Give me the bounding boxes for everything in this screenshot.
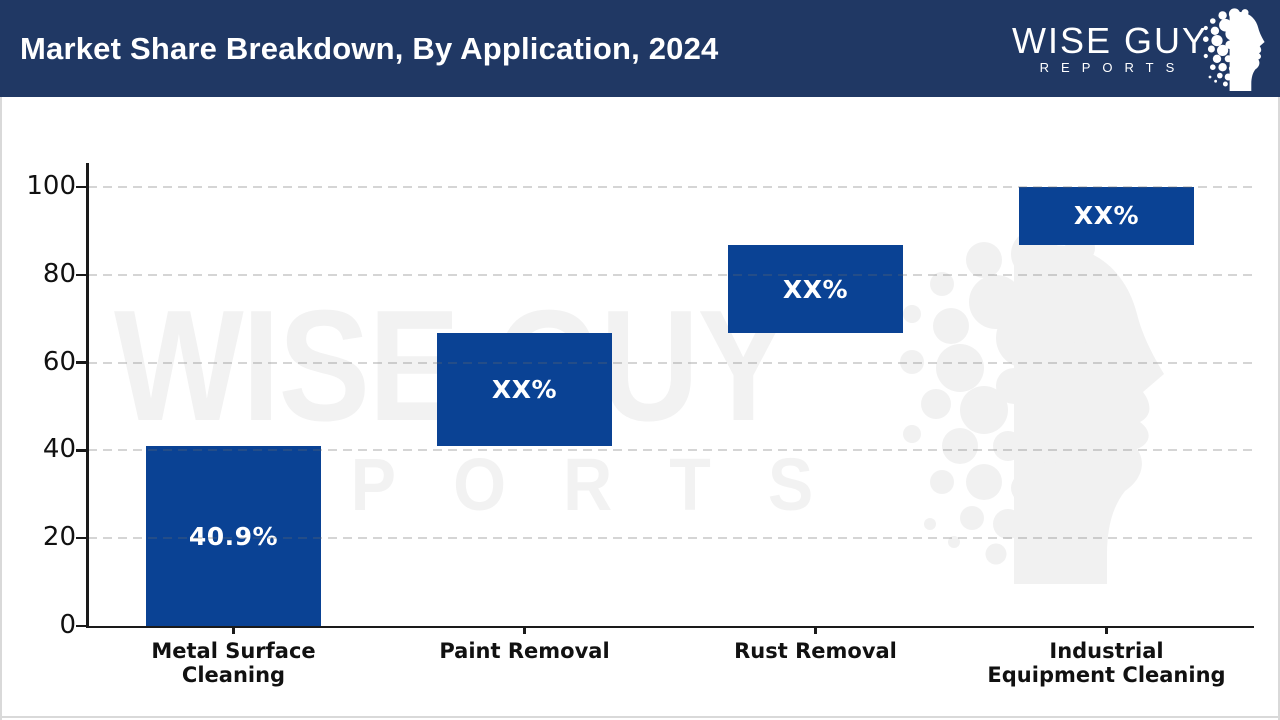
logo-wordmark: WISE GUY <box>1011 19 1208 61</box>
wiseguy-logo-text: WISE GUY REPORTS <box>1011 19 1208 76</box>
chart-canvas: WISE GUY REPORTS <box>0 97 1280 720</box>
watermark-wordmark: WISE GUY <box>114 278 789 454</box>
wiseguy-face-icon <box>1196 7 1266 91</box>
watermark-face-icon <box>870 224 1170 584</box>
chart-title: Market Share Breakdown, By Application, … <box>20 30 719 66</box>
bottom-border-rule <box>0 716 1280 718</box>
wiseguy-logo: WISE GUY REPORTS <box>1012 7 1266 91</box>
watermark-subtitle: REPORTS <box>142 443 871 526</box>
header-bar: Market Share Breakdown, By Application, … <box>0 0 1280 97</box>
logo-subtitle: REPORTS <box>1039 60 1187 76</box>
